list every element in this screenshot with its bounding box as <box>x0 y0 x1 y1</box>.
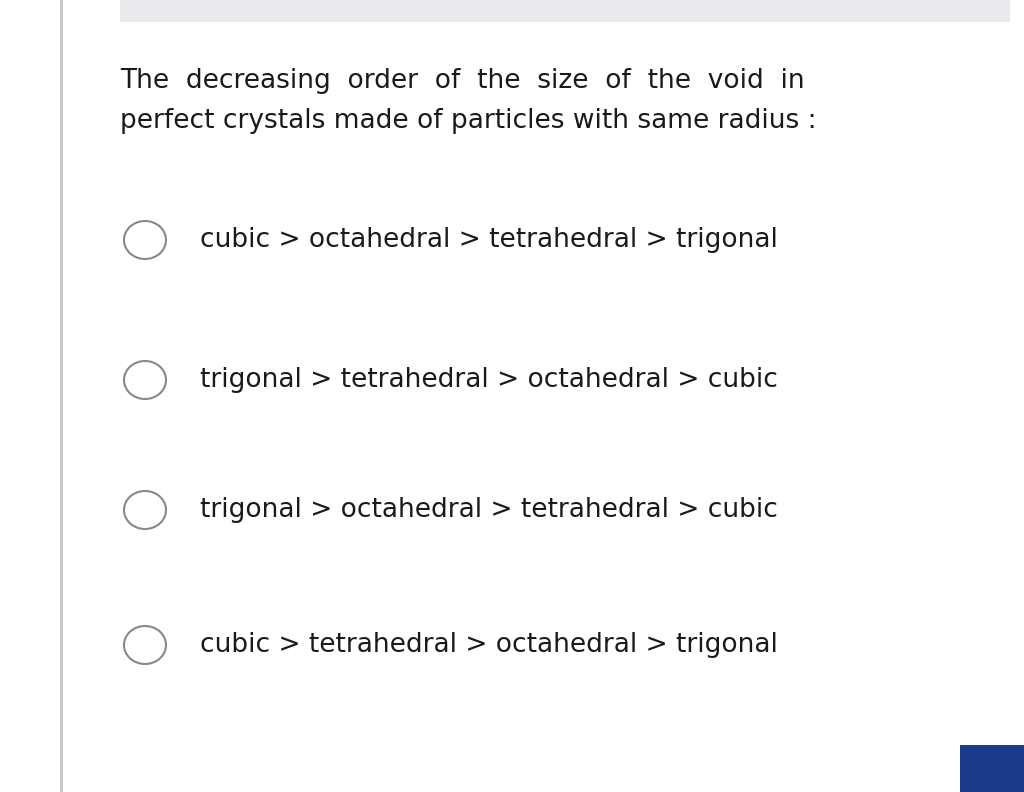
Text: cubic > octahedral > tetrahedral > trigonal: cubic > octahedral > tetrahedral > trigo… <box>200 227 778 253</box>
Text: The  decreasing  order  of  the  size  of  the  void  in: The decreasing order of the size of the … <box>120 68 805 94</box>
Bar <box>961 745 1024 792</box>
Text: perfect crystals made of particles with same radius :: perfect crystals made of particles with … <box>120 108 816 134</box>
Bar <box>60 0 63 792</box>
Text: trigonal > tetrahedral > octahedral > cubic: trigonal > tetrahedral > octahedral > cu… <box>200 367 778 393</box>
Text: trigonal > octahedral > tetrahedral > cubic: trigonal > octahedral > tetrahedral > cu… <box>200 497 778 523</box>
Ellipse shape <box>124 626 166 664</box>
Bar <box>120 0 1010 22</box>
Text: cubic > tetrahedral > octahedral > trigonal: cubic > tetrahedral > octahedral > trigo… <box>200 632 778 658</box>
Ellipse shape <box>124 361 166 399</box>
Ellipse shape <box>124 491 166 529</box>
Ellipse shape <box>124 221 166 259</box>
